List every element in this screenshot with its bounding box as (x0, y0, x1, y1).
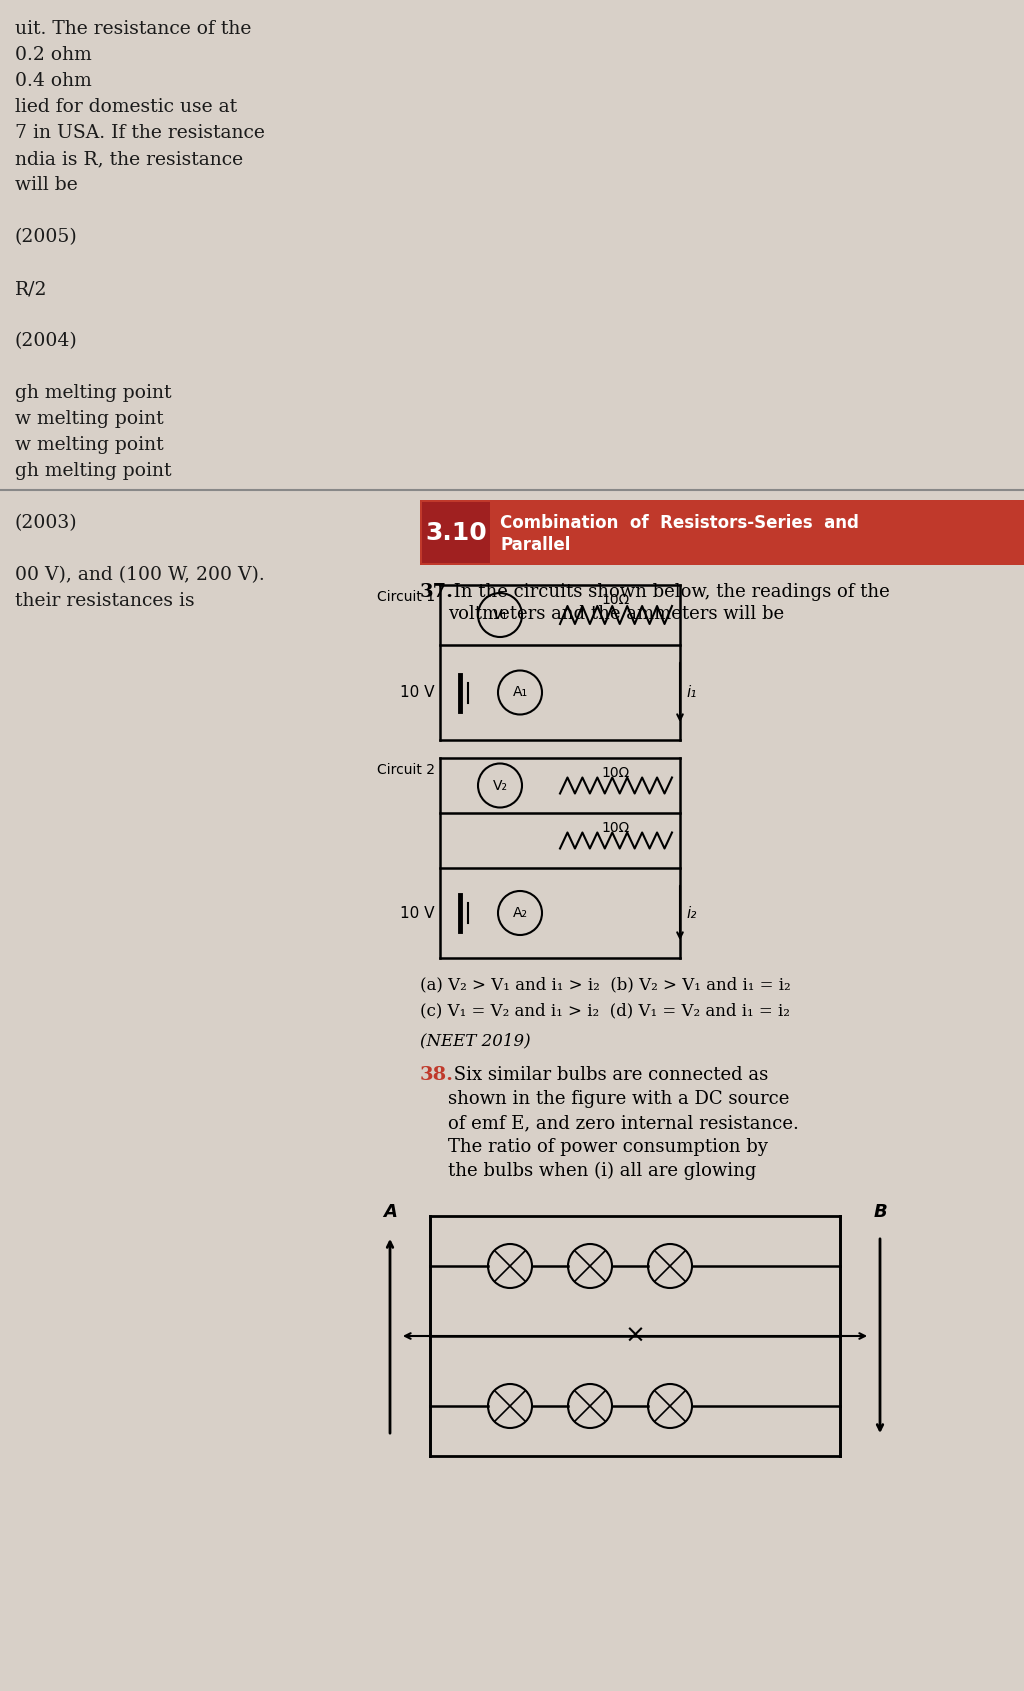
Text: Parallel: Parallel (500, 536, 570, 555)
Text: (a) V₂ > V₁ and i₁ > i₂  (b) V₂ > V₁ and i₁ = i₂: (a) V₂ > V₁ and i₁ > i₂ (b) V₂ > V₁ and … (420, 976, 791, 993)
Text: gh melting point: gh melting point (15, 462, 171, 480)
Text: 37.: 37. (420, 583, 454, 600)
Text: i₂: i₂ (686, 905, 696, 920)
Text: 00 V), and (100 W, 200 V).: 00 V), and (100 W, 200 V). (15, 566, 265, 583)
Text: A: A (383, 1202, 397, 1221)
Text: In the circuits shown below, the readings of the: In the circuits shown below, the reading… (449, 583, 890, 600)
Text: Circuit 2: Circuit 2 (377, 763, 435, 776)
Text: Circuit 1: Circuit 1 (377, 590, 435, 604)
Text: A₁: A₁ (512, 685, 527, 700)
Text: 10Ω: 10Ω (602, 822, 630, 835)
Text: i₁: i₁ (686, 685, 696, 700)
Text: Combination  of  Resistors-Series  and: Combination of Resistors-Series and (500, 514, 859, 531)
Text: 10Ω: 10Ω (602, 594, 630, 607)
Text: V₂: V₂ (493, 778, 508, 793)
Text: gh melting point: gh melting point (15, 384, 171, 402)
Text: of emf E, and zero internal resistance.: of emf E, and zero internal resistance. (449, 1114, 799, 1131)
Text: w melting point: w melting point (15, 409, 164, 428)
Text: 0.2 ohm: 0.2 ohm (15, 46, 92, 64)
Text: (2003): (2003) (15, 514, 78, 533)
Text: the bulbs when (i) all are glowing: the bulbs when (i) all are glowing (449, 1162, 757, 1180)
Text: 0.4 ohm: 0.4 ohm (15, 73, 92, 90)
Text: their resistances is: their resistances is (15, 592, 195, 610)
Text: shown in the figure with a DC source: shown in the figure with a DC source (449, 1091, 790, 1108)
Text: ndia is R, the resistance: ndia is R, the resistance (15, 150, 243, 167)
Text: Six similar bulbs are connected as: Six similar bulbs are connected as (449, 1065, 768, 1084)
Text: w melting point: w melting point (15, 436, 164, 453)
Text: (2005): (2005) (15, 228, 78, 245)
Text: voltmeters and the ammeters will be: voltmeters and the ammeters will be (449, 605, 784, 622)
Text: will be: will be (15, 176, 78, 194)
Text: 38.: 38. (420, 1065, 454, 1084)
Text: uit. The resistance of the: uit. The resistance of the (15, 20, 251, 37)
Text: (c) V₁ = V₂ and i₁ > i₂  (d) V₁ = V₂ and i₁ = i₂: (c) V₁ = V₂ and i₁ > i₂ (d) V₁ = V₂ and … (420, 1003, 790, 1020)
Text: 10 V: 10 V (400, 685, 435, 700)
Text: 10 V: 10 V (400, 905, 435, 920)
Bar (420, 501, 1024, 565)
Bar (422, 502, 490, 563)
Text: ×: × (625, 1324, 645, 1348)
Text: V₁: V₁ (493, 609, 508, 622)
Text: The ratio of power consumption by: The ratio of power consumption by (449, 1138, 768, 1157)
Text: (NEET 2019): (NEET 2019) (420, 1032, 530, 1048)
Text: lied for domestic use at: lied for domestic use at (15, 98, 238, 117)
Text: 7 in USA. If the resistance: 7 in USA. If the resistance (15, 123, 265, 142)
Text: R/2: R/2 (15, 281, 47, 298)
Text: B: B (873, 1202, 887, 1221)
Text: (2004): (2004) (15, 331, 78, 350)
Text: A₂: A₂ (512, 906, 527, 920)
Text: 3.10: 3.10 (425, 521, 486, 545)
Text: 10Ω: 10Ω (602, 766, 630, 780)
